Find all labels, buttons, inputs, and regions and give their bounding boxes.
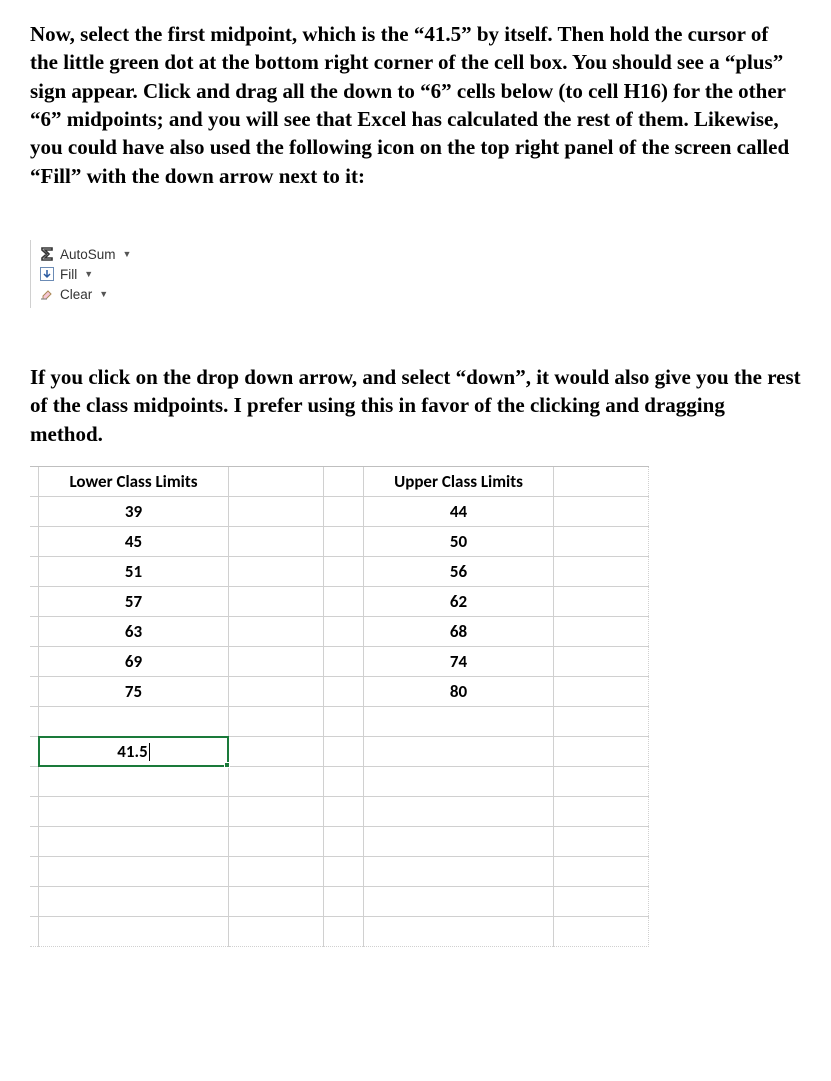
upper-cell[interactable]: 74 [364,647,554,677]
instruction-text-2: If you click on the drop down arrow, and… [30,363,801,448]
instruction-text-1: Now, select the first midpoint, which is… [30,20,801,190]
clear-button[interactable]: Clear ▼ [39,284,170,304]
eraser-icon [39,286,55,302]
lower-cell[interactable]: 57 [39,587,229,617]
selected-cell[interactable]: 41.5 [39,737,229,767]
empty-row [30,827,649,857]
clear-label: Clear [60,287,92,302]
upper-cell[interactable]: 80 [364,677,554,707]
empty-row [30,767,649,797]
autosum-button[interactable]: AutoSum ▼ [39,244,170,264]
upper-cell[interactable]: 50 [364,527,554,557]
empty-row [30,797,649,827]
upper-cell[interactable]: 68 [364,617,554,647]
text-cursor [149,743,150,761]
table-row: 39 44 [30,497,649,527]
table-row: 75 80 [30,677,649,707]
upper-cell[interactable]: 44 [364,497,554,527]
empty-row [30,707,649,737]
dropdown-icon: ▼ [99,289,108,299]
empty-row [30,887,649,917]
lower-cell[interactable]: 39 [39,497,229,527]
table-row: 69 74 [30,647,649,677]
sigma-icon [39,246,55,262]
table-row: 51 56 [30,557,649,587]
lower-cell[interactable]: 69 [39,647,229,677]
selected-value: 41.5 [117,741,147,762]
upper-cell[interactable]: 62 [364,587,554,617]
spreadsheet-grid: Lower Class Limits Upper Class Limits 39… [30,466,649,947]
editing-ribbon-group: AutoSum ▼ Fill ▼ Clear ▼ [30,240,170,308]
lower-cell[interactable]: 51 [39,557,229,587]
fill-label: Fill [60,267,77,282]
lower-cell[interactable]: 45 [39,527,229,557]
table-row: 45 50 [30,527,649,557]
fill-handle[interactable] [224,762,230,768]
empty-row [30,857,649,887]
table-header-row: Lower Class Limits Upper Class Limits [30,467,649,497]
table-row: 63 68 [30,617,649,647]
header-upper: Upper Class Limits [364,467,554,497]
dropdown-icon: ▼ [123,249,132,259]
fill-down-icon [39,266,55,282]
autosum-label: AutoSum [60,247,116,262]
lower-cell[interactable]: 63 [39,617,229,647]
lower-cell[interactable]: 75 [39,677,229,707]
header-lower: Lower Class Limits [39,467,229,497]
table-row: 57 62 [30,587,649,617]
dropdown-icon: ▼ [84,269,93,279]
fill-button[interactable]: Fill ▼ [39,264,170,284]
selected-row: 41.5 [30,737,649,767]
upper-cell[interactable]: 56 [364,557,554,587]
empty-row [30,917,649,947]
